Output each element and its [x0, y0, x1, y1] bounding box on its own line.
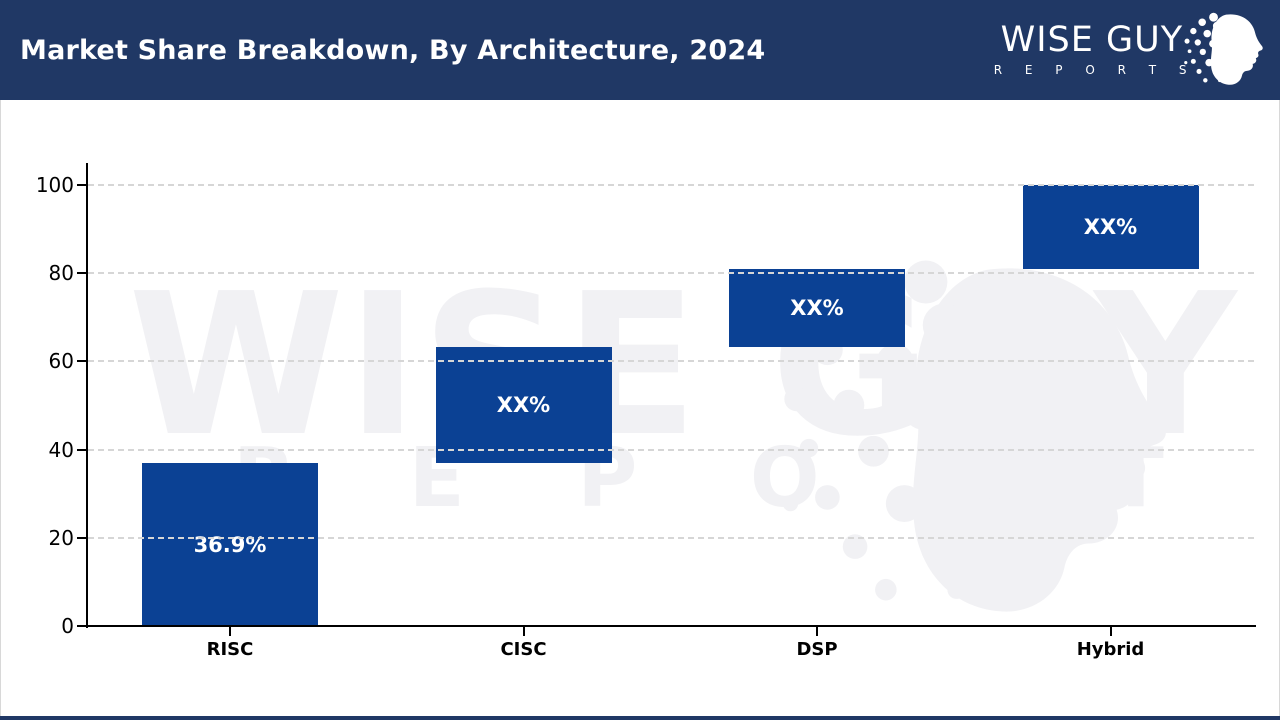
y-tick-mark	[77, 625, 87, 627]
bar-value-label: XX%	[1083, 214, 1138, 239]
y-tick-mark	[77, 360, 87, 363]
logo-subtitle: R E P O R T S	[993, 63, 1196, 77]
page-title: Market Share Breakdown, By Architecture,…	[20, 34, 766, 66]
y-axis-line	[86, 163, 88, 628]
x-tick-label: RISC	[206, 639, 254, 660]
x-tick-label: CISC	[500, 639, 547, 660]
x-tick-mark	[229, 627, 231, 636]
gridline	[88, 360, 1254, 363]
footer-bar	[0, 716, 1280, 720]
bar-hybrid: XX%	[1022, 185, 1199, 269]
bar-value-label: XX%	[496, 393, 551, 418]
x-tick-label: Hybrid	[1076, 639, 1145, 660]
y-tick-label: 0	[61, 614, 74, 638]
bar-risc: 36.9%	[142, 463, 318, 626]
x-axis-line	[86, 625, 1256, 627]
gridline	[88, 184, 1254, 186]
gridline	[88, 448, 1254, 451]
y-tick-label: 80	[48, 261, 74, 286]
logo-head-icon	[1184, 12, 1263, 85]
y-tick-mark	[77, 536, 87, 539]
y-tick-label: 60	[48, 349, 74, 374]
x-tick-mark	[522, 627, 525, 636]
logo-wordmark: WISE GUY	[1000, 20, 1184, 60]
brand-logo: WISE GUY R E P O R T S	[988, 6, 1264, 94]
y-tick-mark	[77, 448, 87, 451]
gridline	[88, 272, 1254, 275]
logo-wordmark-block: WISE GUY R E P O R T S	[988, 20, 1196, 78]
bar-value-label: XX%	[790, 295, 844, 320]
bar-cisc: XX%	[435, 346, 612, 464]
gridline	[88, 536, 1254, 539]
y-tick-mark	[77, 272, 87, 275]
y-tick-label: 100	[35, 173, 74, 197]
bar-value-label: 36.9%	[193, 532, 267, 557]
bar-dsp: XX%	[729, 268, 905, 347]
x-tick-mark	[816, 627, 818, 636]
y-tick-mark	[77, 184, 87, 186]
y-tick-label: 20	[48, 525, 74, 550]
x-tick-label: DSP	[796, 639, 838, 660]
header-bar: Market Share Breakdown, By Architecture,…	[0, 0, 1280, 100]
y-tick-label: 40	[48, 437, 74, 462]
x-tick-mark	[1109, 627, 1112, 636]
